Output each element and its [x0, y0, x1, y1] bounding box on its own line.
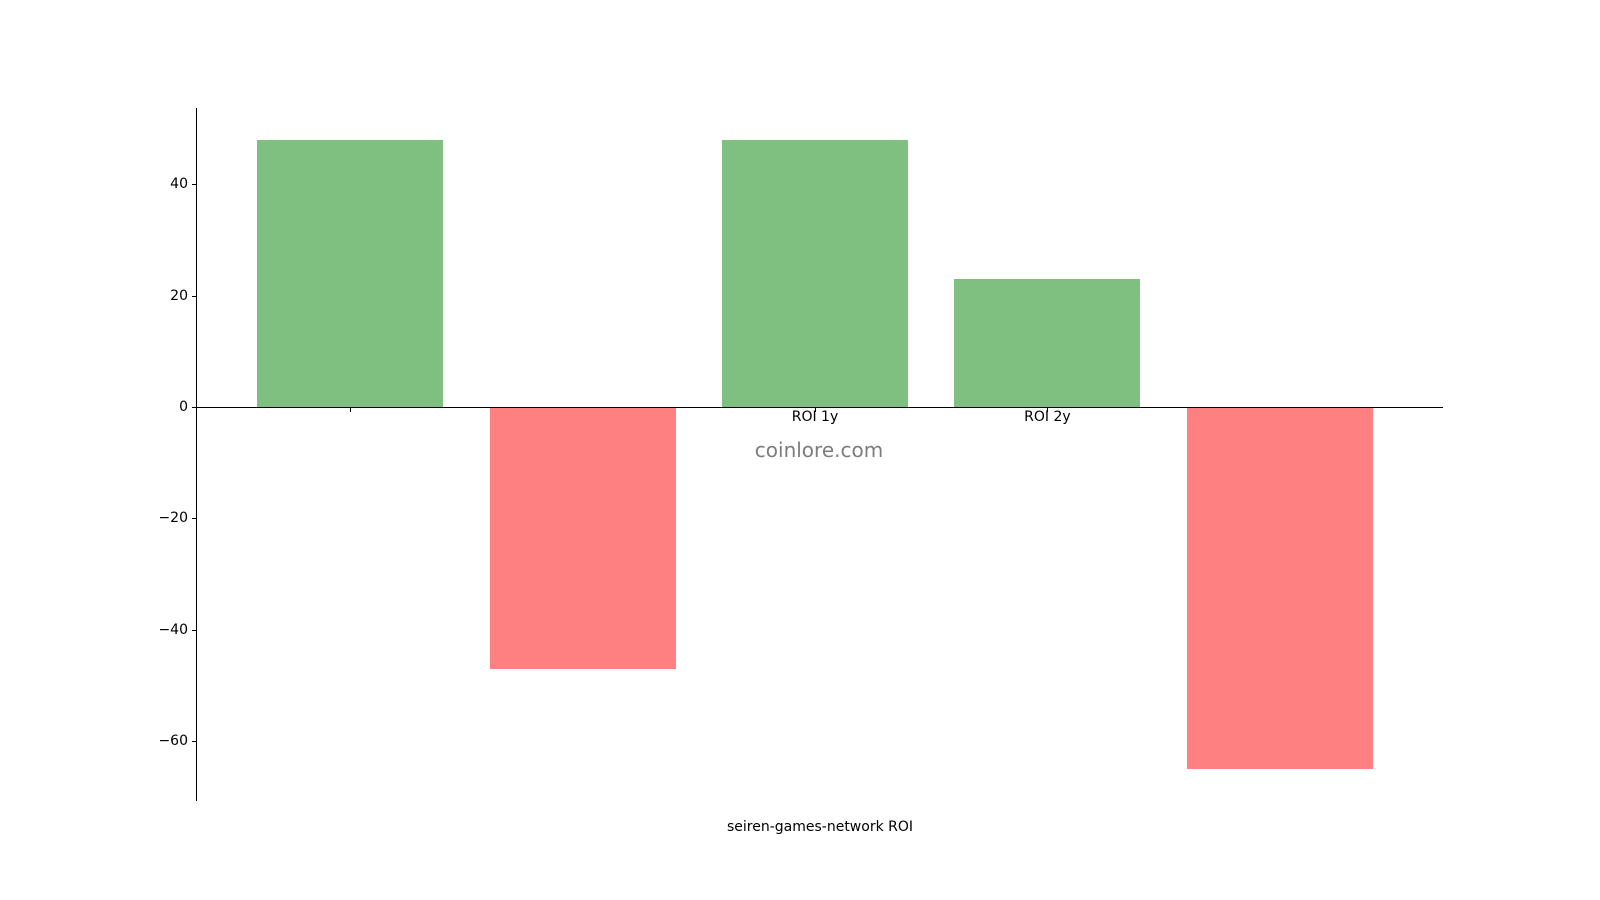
y-tick-label: 40: [170, 176, 188, 193]
x-tick-mark: [1047, 407, 1049, 412]
y-tick-label: 20: [170, 287, 188, 304]
y-tick-label: −60: [158, 733, 188, 750]
y-tick-mark: [192, 741, 196, 743]
chart-title: seiren-games-network ROI: [726, 819, 914, 835]
x-tick-mark: [815, 407, 816, 412]
bar-0: [257, 139, 444, 407]
y-tick-mark: [192, 295, 196, 297]
bar-2: [722, 139, 908, 407]
y-tick-label: −40: [158, 621, 188, 638]
watermark-text: coinlore.com: [754, 438, 884, 462]
x-axis-zero-line: [196, 407, 1443, 408]
bar-4: [1186, 407, 1373, 769]
y-tick-mark: [192, 518, 196, 520]
y-tick-label: 0: [179, 399, 188, 415]
y-tick-label: −20: [158, 510, 188, 527]
y-axis-spine: [196, 108, 197, 801]
y-tick-mark: [192, 629, 196, 631]
x-tick-label-2: ROI 1y: [791, 409, 839, 425]
y-tick-mark: [192, 184, 196, 186]
y-tick-mark: [192, 407, 196, 408]
bar-3: [954, 278, 1141, 407]
bar-1: [489, 407, 676, 669]
x-tick-mark: [350, 407, 352, 412]
x-tick-label-3: ROI 2y: [1024, 409, 1071, 425]
